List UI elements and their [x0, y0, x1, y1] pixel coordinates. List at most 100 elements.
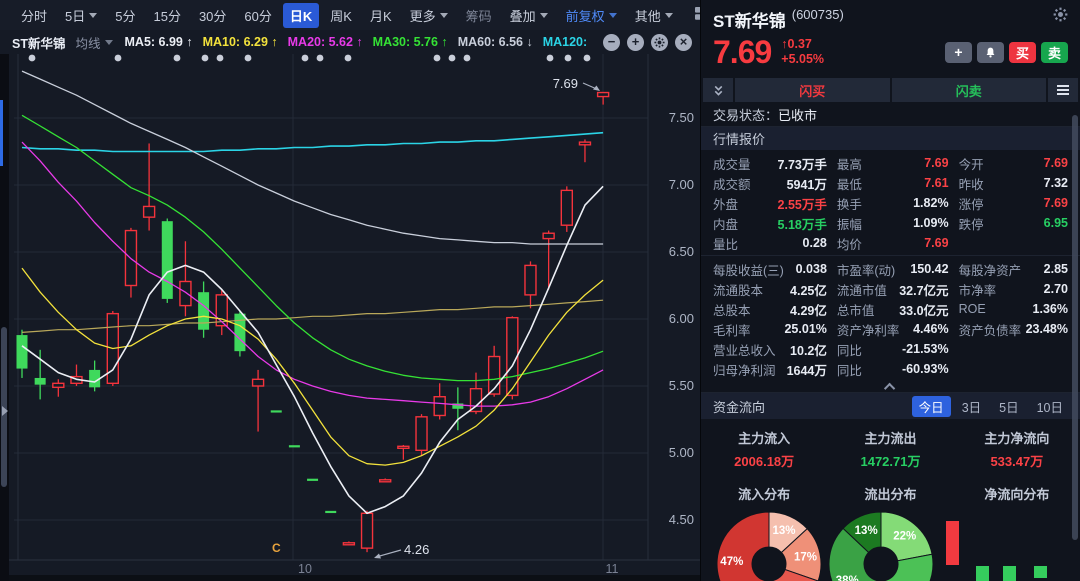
- fundamentals-grid: 每股收益(三) 0.038 市盈率(动) 150.42 每股净资产 2.85 流通股本 4.2…: [701, 255, 1080, 381]
- quote-cell: 跌停 6.95: [958, 216, 1068, 232]
- timeframe-item-5[interactable]: 60分: [244, 8, 272, 24]
- panel-settings-gear-icon[interactable]: [1053, 7, 1068, 27]
- chart-option-item-3[interactable]: 其他: [628, 3, 680, 28]
- quote-row: 量比 0.28 均价 7.69: [713, 233, 1068, 253]
- fundamental-cell: [959, 339, 1068, 359]
- svg-text:4.50: 4.50: [669, 512, 694, 527]
- sell-button[interactable]: 卖: [1041, 41, 1068, 63]
- svg-text:17%: 17%: [794, 551, 817, 563]
- fundamental-cell: 市盈率(动) 150.42: [836, 262, 949, 278]
- alert-bell-button[interactable]: [977, 41, 1004, 63]
- chart-option-item-1[interactable]: 叠加: [503, 3, 555, 28]
- stock-code: (600735): [791, 7, 844, 22]
- timeframe-item-1[interactable]: 5日: [58, 3, 104, 28]
- svg-text:6.00: 6.00: [669, 311, 694, 326]
- collapse-double-chevron-icon[interactable]: [703, 78, 733, 102]
- fundamental-cell: 毛利率 25.01%: [713, 322, 827, 338]
- fundamental-cell: 资产净利率 4.46%: [836, 322, 949, 338]
- up-arrow-icon: ↑: [781, 37, 788, 51]
- price-change-pct: +5.05%: [781, 52, 825, 66]
- timeframe-item-9[interactable]: 更多: [403, 3, 455, 28]
- panel-scrollbar-thumb[interactable]: [1072, 115, 1078, 540]
- fundflow-summary-col-1: 主力流出 1472.71万: [860, 431, 921, 469]
- svg-text:5.50: 5.50: [669, 378, 694, 393]
- fundamental-cell: 同比 -21.53%: [836, 342, 949, 358]
- fundflow-summary-col-2: 主力净流向 533.47万: [984, 431, 1050, 469]
- quote-row: 成交额 5941万 最低 7.61 昨收 7.32: [713, 173, 1068, 193]
- ma-legend-item-0: MA5: 6.99 ↑: [124, 35, 193, 49]
- timeframe-item-3[interactable]: 15分: [153, 8, 181, 24]
- fundflow-dist-titles: 流入分布 流出分布 净流向分布: [701, 484, 1080, 503]
- quote-cell: 今开 7.69: [958, 156, 1068, 172]
- ma-legend-item-3: MA30: 5.76 ↑: [372, 35, 448, 49]
- fundamental-row: 归母净利润 1644万 同比 -60.93%: [713, 359, 1068, 379]
- svg-text:47%: 47%: [720, 556, 743, 568]
- menu-hamburger-icon[interactable]: [1048, 78, 1078, 102]
- ma-legend-item-2: MA20: 5.62 ↑: [287, 35, 363, 49]
- trade-status: 交易状态： 已收市: [701, 102, 1080, 127]
- quote-cell: 内盘 5.18万手: [713, 217, 827, 232]
- zoom-out-icon[interactable]: −: [603, 33, 620, 51]
- quote-cell: 成交额 5941万: [713, 177, 827, 192]
- fundflow-tab-1[interactable]: 3日: [961, 400, 982, 415]
- quote-cell: 最低 7.61: [836, 176, 949, 192]
- fundamental-row: 毛利率 25.01% 资产净利率 4.46% 资产负债率 23.48%: [713, 319, 1068, 339]
- fundflow-tabs: 今日 3日 5日 10日: [911, 395, 1070, 417]
- ma-legend-item-4: MA60: 6.56 ↓: [457, 35, 533, 49]
- chevron-down-icon: [104, 39, 113, 45]
- quote-cell: [959, 233, 1068, 253]
- fundflow-summary: 主力流入 2006.18万 主力流出 1472.71万 主力净流向 533.47万: [701, 419, 1080, 470]
- ma-values-group: MA5: 6.99 ↑ MA10: 6.29 ↑ MA20: 5.62 ↑ MA30:…: [125, 35, 598, 49]
- flash-buy-button[interactable]: 闪买: [735, 78, 890, 102]
- kline-chart[interactable]: 7.50 7.00 6.50 6.00 5.50 5.00 4.50 10 11 7.69 4.26…: [0, 54, 700, 581]
- close-indicator-icon[interactable]: ×: [675, 33, 692, 51]
- svg-text:5.00: 5.00: [669, 445, 694, 460]
- fundflow-tab-0[interactable]: 今日: [911, 395, 951, 417]
- timeframe-group: 分时 5日 5分 15分 30分 60分 日K 周K 月K 更多: [14, 2, 459, 28]
- quote-cell: 最高 7.69: [836, 156, 949, 172]
- svg-text:C: C: [272, 541, 281, 555]
- indicator-settings-icon[interactable]: [651, 33, 668, 51]
- quote-cell: 量比 0.28: [713, 236, 827, 252]
- chart-option-item-0[interactable]: 筹码: [465, 8, 492, 24]
- fundamental-cell: 营业总收入 10.2亿: [713, 343, 827, 358]
- add-to-watchlist-button[interactable]: +: [945, 41, 972, 63]
- chart-pane: 分时 5日 5分 15分 30分 60分 日K 周K 月K 更多 筹码 叠加 前复权 其他 ST新华: [0, 0, 759, 581]
- kline-plot-area[interactable]: 7.50 7.00 6.50 6.00 5.50 5.00 4.50 10 11 7.69 4.26…: [0, 54, 700, 581]
- timeframe-item-4[interactable]: 30分: [198, 8, 227, 24]
- chevron-down-icon: [608, 12, 617, 18]
- chart-toolbar: 分时 5日 5分 15分 30分 60分 日K 周K 月K 更多 筹码 叠加 前复权 其他: [0, 0, 759, 30]
- chart-options-group: 筹码 叠加 前复权 其他: [459, 3, 684, 28]
- outflow-pie-chart: 22%27%38%13%: [828, 511, 934, 581]
- chevron-down-icon: [439, 12, 448, 18]
- chevron-down-icon: [664, 12, 673, 18]
- svg-text:38%: 38%: [836, 575, 859, 581]
- fundamental-row: 总股本 4.29亿 总市值 33.0亿元 ROE 1.36%: [713, 299, 1068, 319]
- quote-row: 成交量 7.73万手 最高 7.69 今开 7.69: [713, 153, 1068, 173]
- svg-text:13%: 13%: [772, 525, 795, 537]
- fundflow-tab-2[interactable]: 5日: [999, 400, 1019, 415]
- quote-cell: 均价 7.69: [836, 236, 949, 252]
- ma-selector-dropdown[interactable]: 均线: [75, 33, 113, 52]
- timeframe-item-0[interactable]: 分时: [21, 8, 48, 24]
- timeframe-item-6[interactable]: 日K: [282, 2, 320, 28]
- fundflow-tab-3[interactable]: 10日: [1036, 400, 1063, 415]
- ma-legend-item-1: MA10: 6.29 ↑: [202, 35, 278, 49]
- watchlist-scroll-track[interactable]: [0, 54, 9, 581]
- ma-legend-row: ST新华锦 均线 MA5: 6.99 ↑ MA10: 6.29 ↑ MA20: 5.…: [0, 30, 700, 54]
- buy-button[interactable]: 买: [1009, 41, 1036, 63]
- collapse-fundamentals-button[interactable]: [701, 381, 1080, 394]
- fundamental-cell: 归母净利润 1644万: [713, 363, 827, 378]
- chart-option-item-2[interactable]: 前复权: [559, 3, 624, 28]
- fundamental-cell: ROE 1.36%: [958, 302, 1068, 316]
- quote-row: 外盘 2.55万手 换手 1.82% 涨停 7.69: [713, 193, 1068, 213]
- fundamental-cell: 每股收益(三) 0.038: [713, 262, 827, 278]
- timeframe-item-7[interactable]: 周K: [330, 8, 352, 24]
- zoom-in-icon[interactable]: +: [627, 33, 644, 51]
- sidebar-expand-arrow[interactable]: [2, 406, 8, 416]
- quote-cell: 换手 1.82%: [836, 196, 949, 212]
- flash-sell-button[interactable]: 闪卖: [891, 78, 1046, 102]
- fundamental-cell: 资产负债率 23.48%: [958, 322, 1068, 338]
- timeframe-item-8[interactable]: 月K: [369, 8, 392, 24]
- timeframe-item-2[interactable]: 5分: [115, 8, 136, 24]
